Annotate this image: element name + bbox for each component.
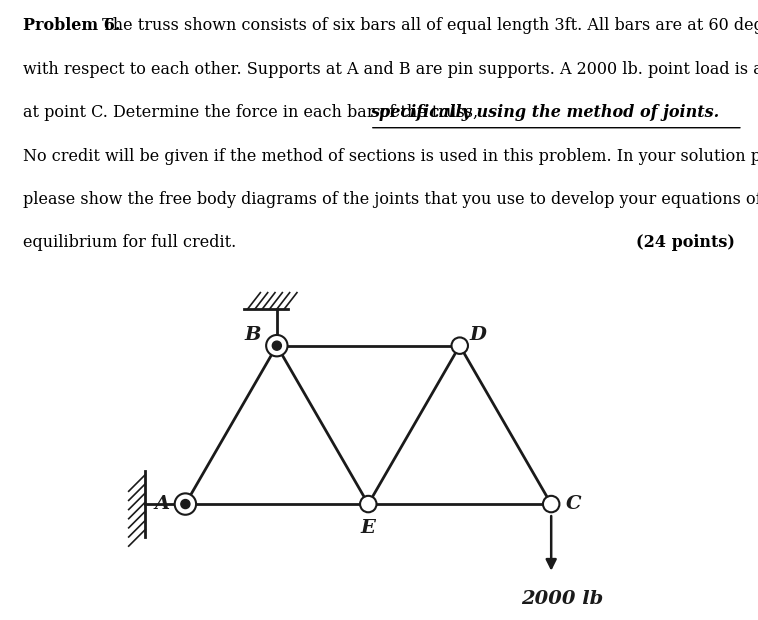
Text: equilibrium for full credit.: equilibrium for full credit. bbox=[23, 234, 236, 251]
Circle shape bbox=[543, 496, 559, 512]
Text: (24 points): (24 points) bbox=[637, 234, 735, 251]
Text: Problem 6.: Problem 6. bbox=[23, 17, 120, 34]
Circle shape bbox=[174, 494, 196, 515]
Text: at point C. Determine the force in each bar of the truss,: at point C. Determine the force in each … bbox=[23, 104, 483, 121]
Circle shape bbox=[452, 337, 468, 354]
Text: The truss shown consists of six bars all of equal length 3ft. All bars are at 60: The truss shown consists of six bars all… bbox=[97, 17, 758, 34]
Text: with respect to each other. Supports at A and B are pin supports. A 2000 lb. poi: with respect to each other. Supports at … bbox=[23, 61, 758, 78]
Text: E: E bbox=[361, 519, 376, 537]
Circle shape bbox=[177, 496, 193, 512]
Circle shape bbox=[181, 500, 190, 508]
Circle shape bbox=[272, 341, 281, 350]
Circle shape bbox=[268, 337, 285, 354]
Text: D: D bbox=[470, 326, 487, 343]
Circle shape bbox=[360, 496, 377, 512]
Text: please show the free body diagrams of the joints that you use to develop your eq: please show the free body diagrams of th… bbox=[23, 191, 758, 208]
Text: No credit will be given if the method of sections is used in this problem. In yo: No credit will be given if the method of… bbox=[23, 148, 758, 164]
Text: 2000 lb: 2000 lb bbox=[521, 590, 603, 608]
Text: B: B bbox=[245, 326, 262, 343]
Text: specifically using the method of joints.: specifically using the method of joints. bbox=[370, 104, 719, 121]
Text: C: C bbox=[565, 495, 581, 513]
Circle shape bbox=[266, 335, 287, 356]
Text: A: A bbox=[154, 495, 169, 513]
